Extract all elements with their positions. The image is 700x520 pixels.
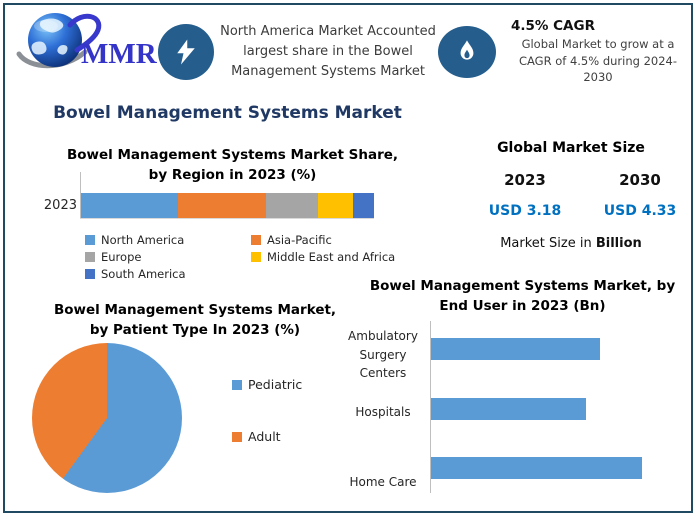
legend-swatch (251, 252, 261, 262)
region-chart-title-line: by Region in 2023 (%) (148, 167, 317, 184)
region-bar-segment (177, 193, 266, 218)
patient-chart-title-line: Bowel Management Systems Market, (53, 302, 337, 318)
legend-swatch (85, 269, 95, 279)
enduser-category-label: Ambulatory Surgery Centers (348, 329, 418, 381)
market-size-year-2030: 2030 (619, 171, 661, 189)
enduser-chart-title-line: End User in 2023 (Bn) (439, 298, 606, 315)
legend-label: Adult (248, 429, 281, 444)
region-x-axis-line (80, 218, 374, 219)
legend-label: South America (101, 267, 186, 281)
legend-label: Middle East and Africa (267, 250, 396, 264)
market-size-value-2023: USD 3.18 (488, 203, 562, 219)
flame-icon (460, 40, 474, 60)
legend-item-europe: Europe (85, 250, 251, 264)
pie-legend-item-pediatric: Pediatric (232, 377, 302, 392)
market-size-note-text: Market Size in (500, 236, 592, 251)
highlight-line: North America Market Accounted (220, 24, 436, 39)
logo-text: MMR (81, 38, 158, 70)
market-size-note-unit: Billion (595, 236, 642, 251)
highlight-icon-circle (158, 24, 214, 80)
legend-swatch (232, 431, 242, 442)
enduser-bar-track (431, 398, 667, 420)
legend-swatch (85, 235, 95, 245)
legend-swatch (232, 379, 242, 390)
patient-chart-title-line: by Patient Type In 2023 (%) (89, 322, 301, 339)
region-axis-label: 2023 (43, 198, 77, 213)
enduser-category-label: Hospitals (355, 405, 411, 419)
enduser-bar-track (431, 457, 667, 479)
enduser-bar (431, 457, 642, 479)
region-bar-segment (353, 193, 374, 218)
legend-label: Pediatric (248, 377, 303, 392)
patient-pie (32, 343, 182, 493)
region-legend: North America Asia-Pacific Europe Middle… (85, 233, 415, 281)
legend-label: Europe (101, 250, 142, 264)
enduser-category-label: Home Care (349, 475, 417, 489)
highlight-line: Management Systems Market (231, 64, 425, 80)
market-size-year-2023: 2023 (504, 171, 546, 189)
legend-swatch (85, 252, 95, 262)
cagr-line: 2030 (583, 70, 613, 85)
cagr-title: 4.5% CAGR (511, 18, 595, 34)
enduser-chart-title-line: Bowel Management Systems Market, by (369, 278, 676, 294)
legend-item-middle-east-africa: Middle East and Africa (251, 250, 415, 264)
enduser-chart-title: Bowel Management Systems Market, by End … (350, 276, 691, 317)
legend-item-asia-pacific: Asia-Pacific (251, 233, 415, 247)
page-title: Bowel Management Systems Market (53, 103, 402, 123)
patient-chart-title: Bowel Management Systems Market, by Pati… (20, 300, 370, 341)
legend-item-north-america: North America (85, 233, 251, 247)
legend-swatch (251, 235, 261, 245)
infographic-frame: MMR North America Market Accounted large… (3, 3, 693, 513)
mmr-logo: MMR (15, 8, 165, 72)
region-y-axis-line (80, 172, 81, 219)
cagr-box: 4.5% CAGR Global Market to grow at a CAG… (503, 18, 691, 86)
legend-label: North America (101, 233, 185, 247)
cagr-icon-circle (438, 26, 496, 78)
enduser-y-axis-line (430, 321, 431, 493)
enduser-bar-track (431, 338, 667, 360)
cagr-line: Global Market to grow at a (521, 37, 675, 51)
header-highlight-text: North America Market Accounted largest s… (215, 22, 441, 82)
region-bar-segment (318, 193, 354, 218)
legend-item-south-america: South America (85, 267, 251, 281)
region-stacked-bar (81, 193, 374, 218)
region-bar-segment (81, 193, 178, 218)
lightning-icon (177, 39, 195, 65)
pie-legend-item-adult: Adult (232, 429, 281, 444)
legend-label: Asia-Pacific (267, 233, 332, 247)
region-bar-segment (265, 193, 319, 218)
market-size-note: Market Size in Billion (455, 236, 687, 251)
enduser-bar (431, 338, 600, 360)
globe-icon: MMR (16, 13, 158, 70)
market-size-title: Global Market Size (497, 140, 645, 156)
region-chart-title: Bowel Management Systems Market Share, b… (55, 145, 410, 186)
region-chart-title-line: Bowel Management Systems Market Share, (66, 147, 399, 163)
highlight-line: largest share in the Bowel (243, 44, 413, 60)
cagr-line: CAGR of 4.5% during 2024- (518, 53, 678, 68)
enduser-bar (431, 398, 587, 420)
market-size-value-2030: USD 4.33 (603, 203, 677, 219)
